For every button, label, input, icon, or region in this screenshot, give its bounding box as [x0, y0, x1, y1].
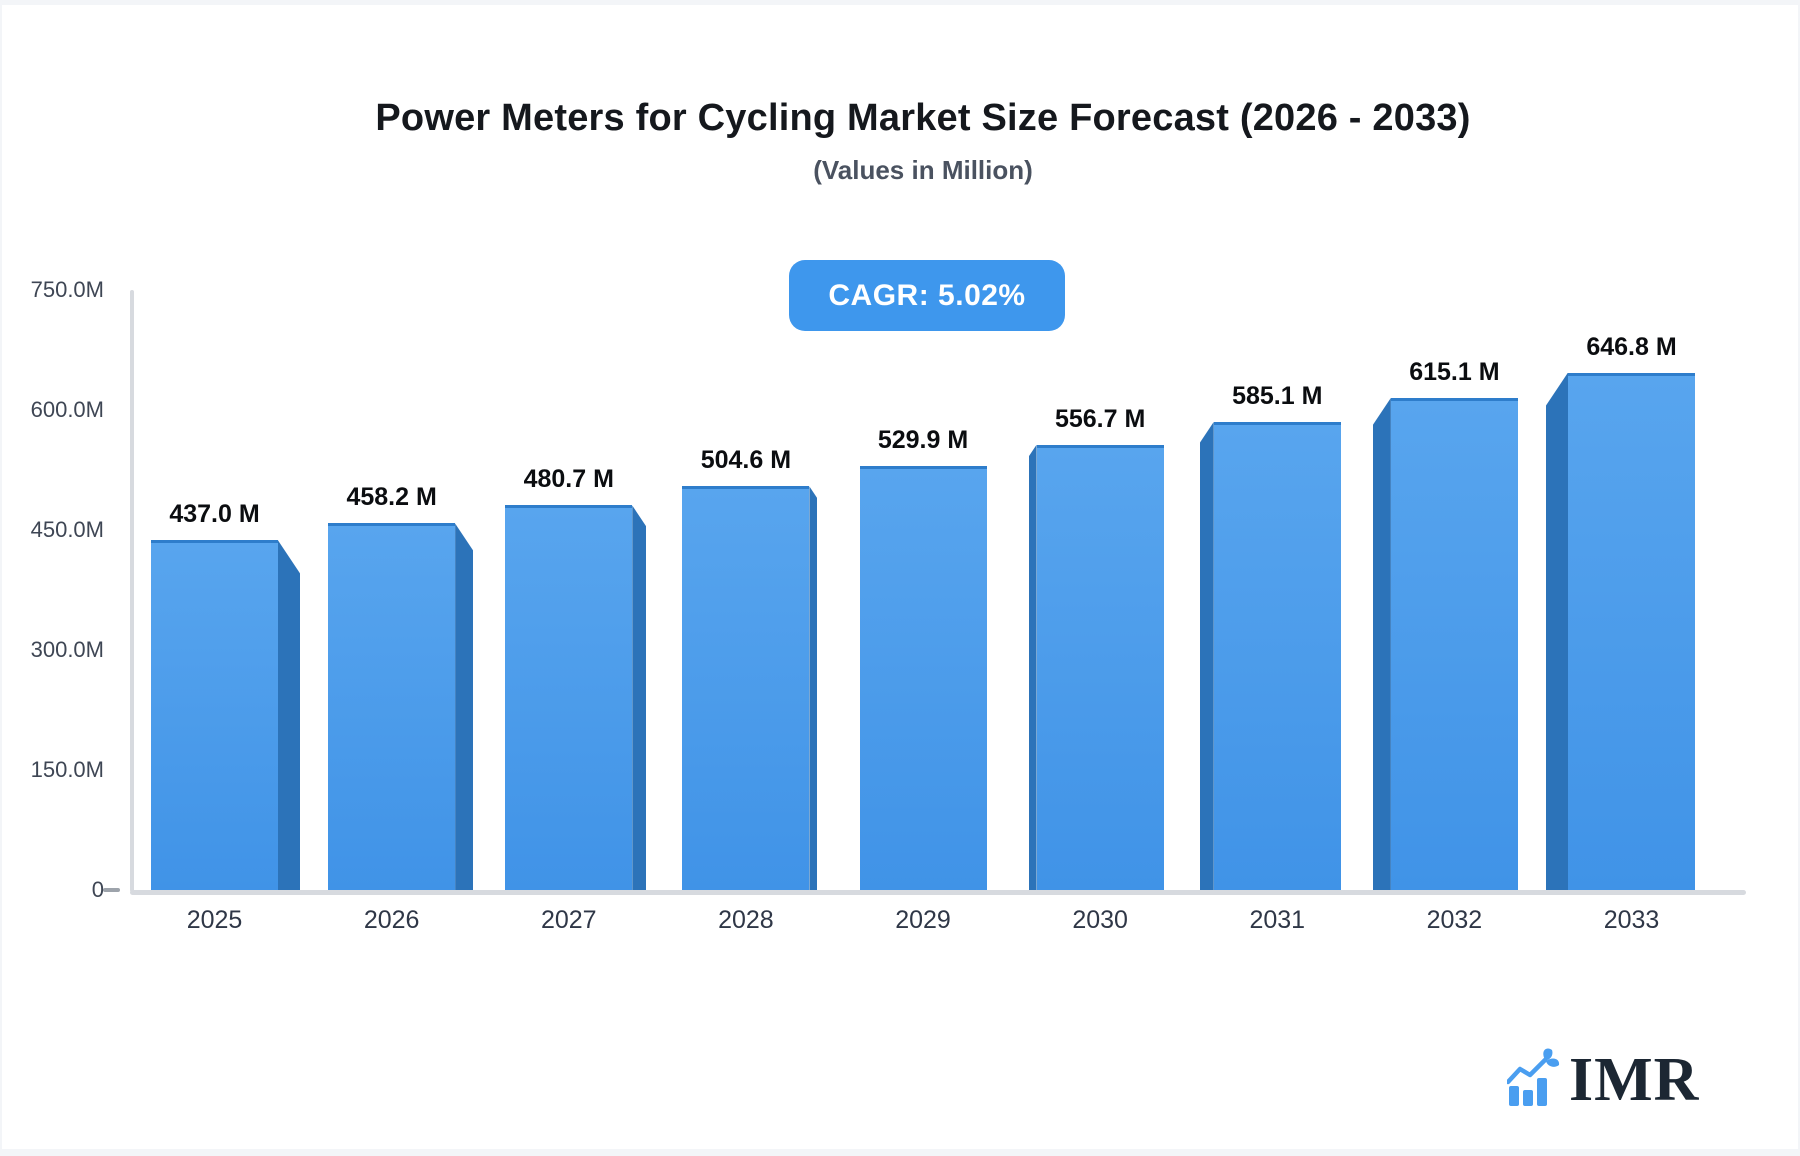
bar-value-label: 529.9 M [877, 426, 969, 455]
imr-logo: IMR [1505, 1045, 1772, 1115]
bar-3d-side [1199, 421, 1214, 890]
bar-value-label: 458.2 M [346, 483, 437, 512]
bar-2033 [1568, 372, 1695, 890]
bar-value-label: 437.0 M [169, 500, 260, 529]
bar-value-label: 585.1 M [1232, 381, 1323, 410]
y-tick-label: 150.0M [30, 757, 104, 782]
chart-subtitle: (Values in Million) [813, 155, 1033, 185]
y-tick-label: 300.0M [30, 637, 104, 662]
bar-3d-side [1028, 444, 1037, 890]
bar-2027 [505, 505, 633, 890]
chart-title: Power Meters for Cycling Market Size For… [375, 97, 1471, 139]
bar-3d-side [809, 486, 818, 890]
bar-3d-side [1372, 397, 1391, 890]
bar-value-label: 480.7 M [523, 465, 614, 494]
imr-logo-chart-leaf-icon [1505, 1047, 1563, 1113]
y-tick-label: 750.0M [30, 277, 104, 302]
x-tick-label: 2028 [718, 906, 774, 934]
bar-2030 [1036, 444, 1164, 890]
imr-logo-text: IMR [1569, 1046, 1700, 1114]
bar-2032 [1390, 397, 1518, 890]
y-tick-label: 450.0M [30, 517, 104, 542]
bar-2028 [682, 486, 810, 890]
bar-3d-side [455, 523, 474, 890]
chart-canvas: Power Meters for Cycling Market Size For… [2, 5, 1798, 1149]
x-tick-label: 2026 [363, 906, 420, 934]
x-axis-line [130, 890, 1746, 895]
x-tick-label: 2031 [1249, 906, 1306, 934]
bar-2031 [1213, 421, 1341, 890]
bar-3d-side [632, 505, 647, 890]
bar-value-label: 504.6 M [700, 446, 792, 475]
x-tick-label: 2032 [1426, 906, 1483, 934]
bar-3d-side [278, 540, 300, 890]
bar-value-label: 556.7 M [1054, 404, 1146, 433]
x-tick-label: 2030 [1072, 906, 1128, 934]
y-tick-label: 0 [91, 877, 104, 902]
bar-value-label: 615.1 M [1409, 357, 1500, 386]
x-tick-label: 2027 [540, 906, 597, 934]
x-tick-label: 2033 [1603, 906, 1660, 934]
bar-3d-side [1546, 372, 1568, 890]
bar-2026 [328, 523, 456, 890]
zero-tick-mark [103, 888, 120, 892]
x-tick-label: 2025 [186, 906, 243, 934]
bar-2029 [859, 466, 987, 890]
cagr-badge: CAGR: 5.02% [789, 260, 1065, 331]
x-tick-label: 2029 [895, 906, 951, 934]
bar-2025 [151, 540, 278, 890]
y-axis-line [130, 290, 134, 892]
bar-value-label: 646.8 M [1586, 332, 1677, 361]
chart-card: Power Meters for Cycling Market Size For… [2, 5, 1798, 1149]
y-tick-label: 600.0M [30, 397, 104, 422]
cagr-badge-label: CAGR: 5.02% [828, 278, 1026, 312]
